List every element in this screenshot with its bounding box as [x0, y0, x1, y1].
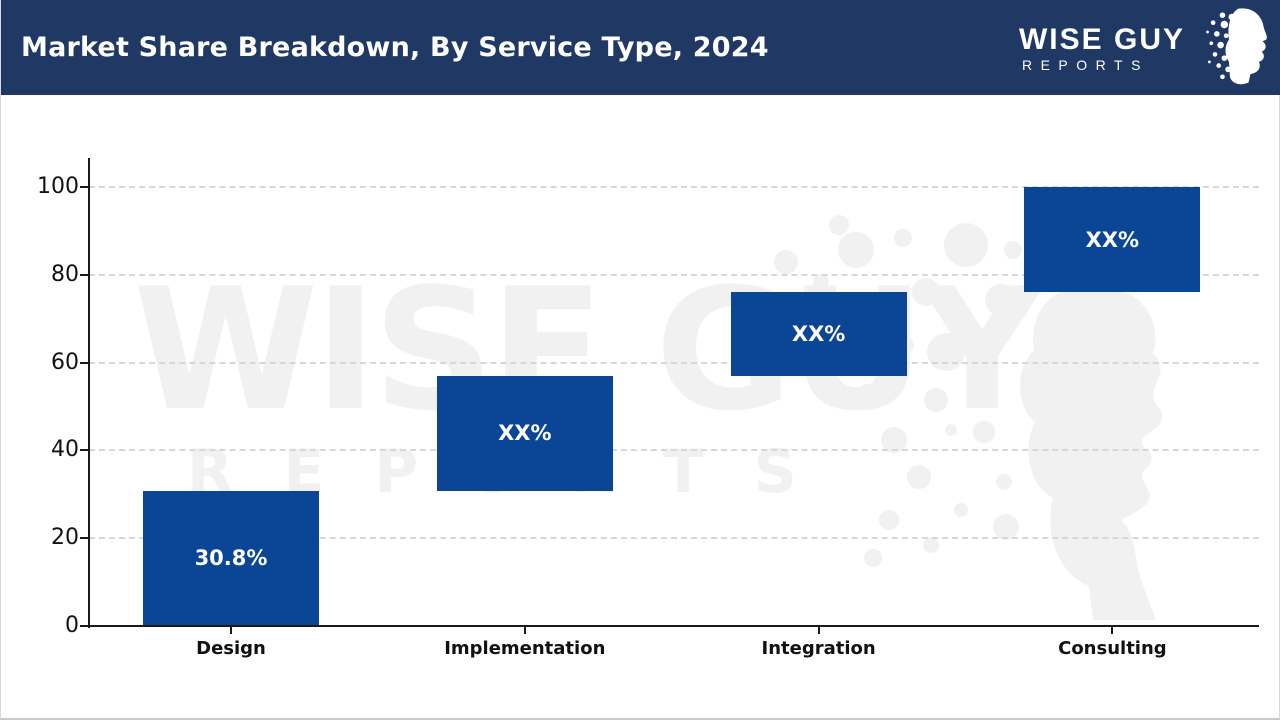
- page-title: Market Share Breakdown, By Service Type,…: [21, 32, 769, 63]
- y-axis-tick-mark: [80, 361, 88, 364]
- brand-logo: WISE GUY REPORTS: [1019, 4, 1280, 92]
- x-axis-tick-mark: [817, 627, 820, 634]
- y-gridline: [89, 186, 1259, 188]
- brand-logo-text: WISE GUY REPORTS: [1019, 23, 1185, 73]
- y-axis-tick-mark: [80, 186, 88, 188]
- x-axis-spine: [88, 625, 1259, 627]
- header-bar: Market Share Breakdown, By Service Type,…: [1, 0, 1280, 95]
- x-axis-category-label: Consulting: [1058, 638, 1167, 659]
- y-gridline: [89, 273, 1259, 276]
- bar-value-label: XX%: [791, 322, 846, 347]
- y-axis-tick-label: 80: [51, 261, 79, 287]
- bar-value-label: XX%: [498, 421, 552, 446]
- dotted-head-logo-icon: [1187, 4, 1271, 92]
- waterfall-bar-consulting: XX%: [1024, 187, 1201, 293]
- y-axis-tick-mark: [80, 537, 88, 540]
- x-axis-tick-mark: [1111, 627, 1114, 634]
- y-axis-tick-mark: [80, 449, 88, 452]
- y-axis-tick-label: 100: [37, 174, 79, 199]
- x-axis-category-label: Implementation: [444, 638, 606, 659]
- waterfall-bar-design: 30.8%: [143, 490, 319, 626]
- x-axis-category-label: Integration: [761, 638, 876, 659]
- y-axis-spine: [88, 158, 90, 628]
- waterfall-bar-integration: XX%: [730, 292, 907, 376]
- waterfall-bar-implementation: XX%: [436, 375, 613, 491]
- y-axis-tick-label: 40: [51, 437, 79, 463]
- y-axis-tick-mark: [80, 625, 88, 627]
- y-axis-tick-label: 60: [51, 349, 79, 375]
- x-axis-tick-mark: [230, 627, 232, 634]
- brand-name: WISE GUY: [1018, 22, 1185, 56]
- bar-value-label: 30.8%: [194, 546, 268, 571]
- x-axis-tick-mark: [523, 627, 526, 634]
- x-axis-category-label: Design: [196, 638, 266, 659]
- y-gridline: [89, 537, 1259, 540]
- bar-value-label: XX%: [1085, 227, 1140, 252]
- y-gridline: [89, 361, 1259, 364]
- y-axis-tick-label: 20: [51, 525, 79, 551]
- y-gridline: [89, 449, 1259, 452]
- y-axis-tick-mark: [80, 273, 88, 276]
- y-axis-tick-label: 0: [65, 613, 79, 638]
- brand-subtitle: REPORTS: [1021, 56, 1149, 73]
